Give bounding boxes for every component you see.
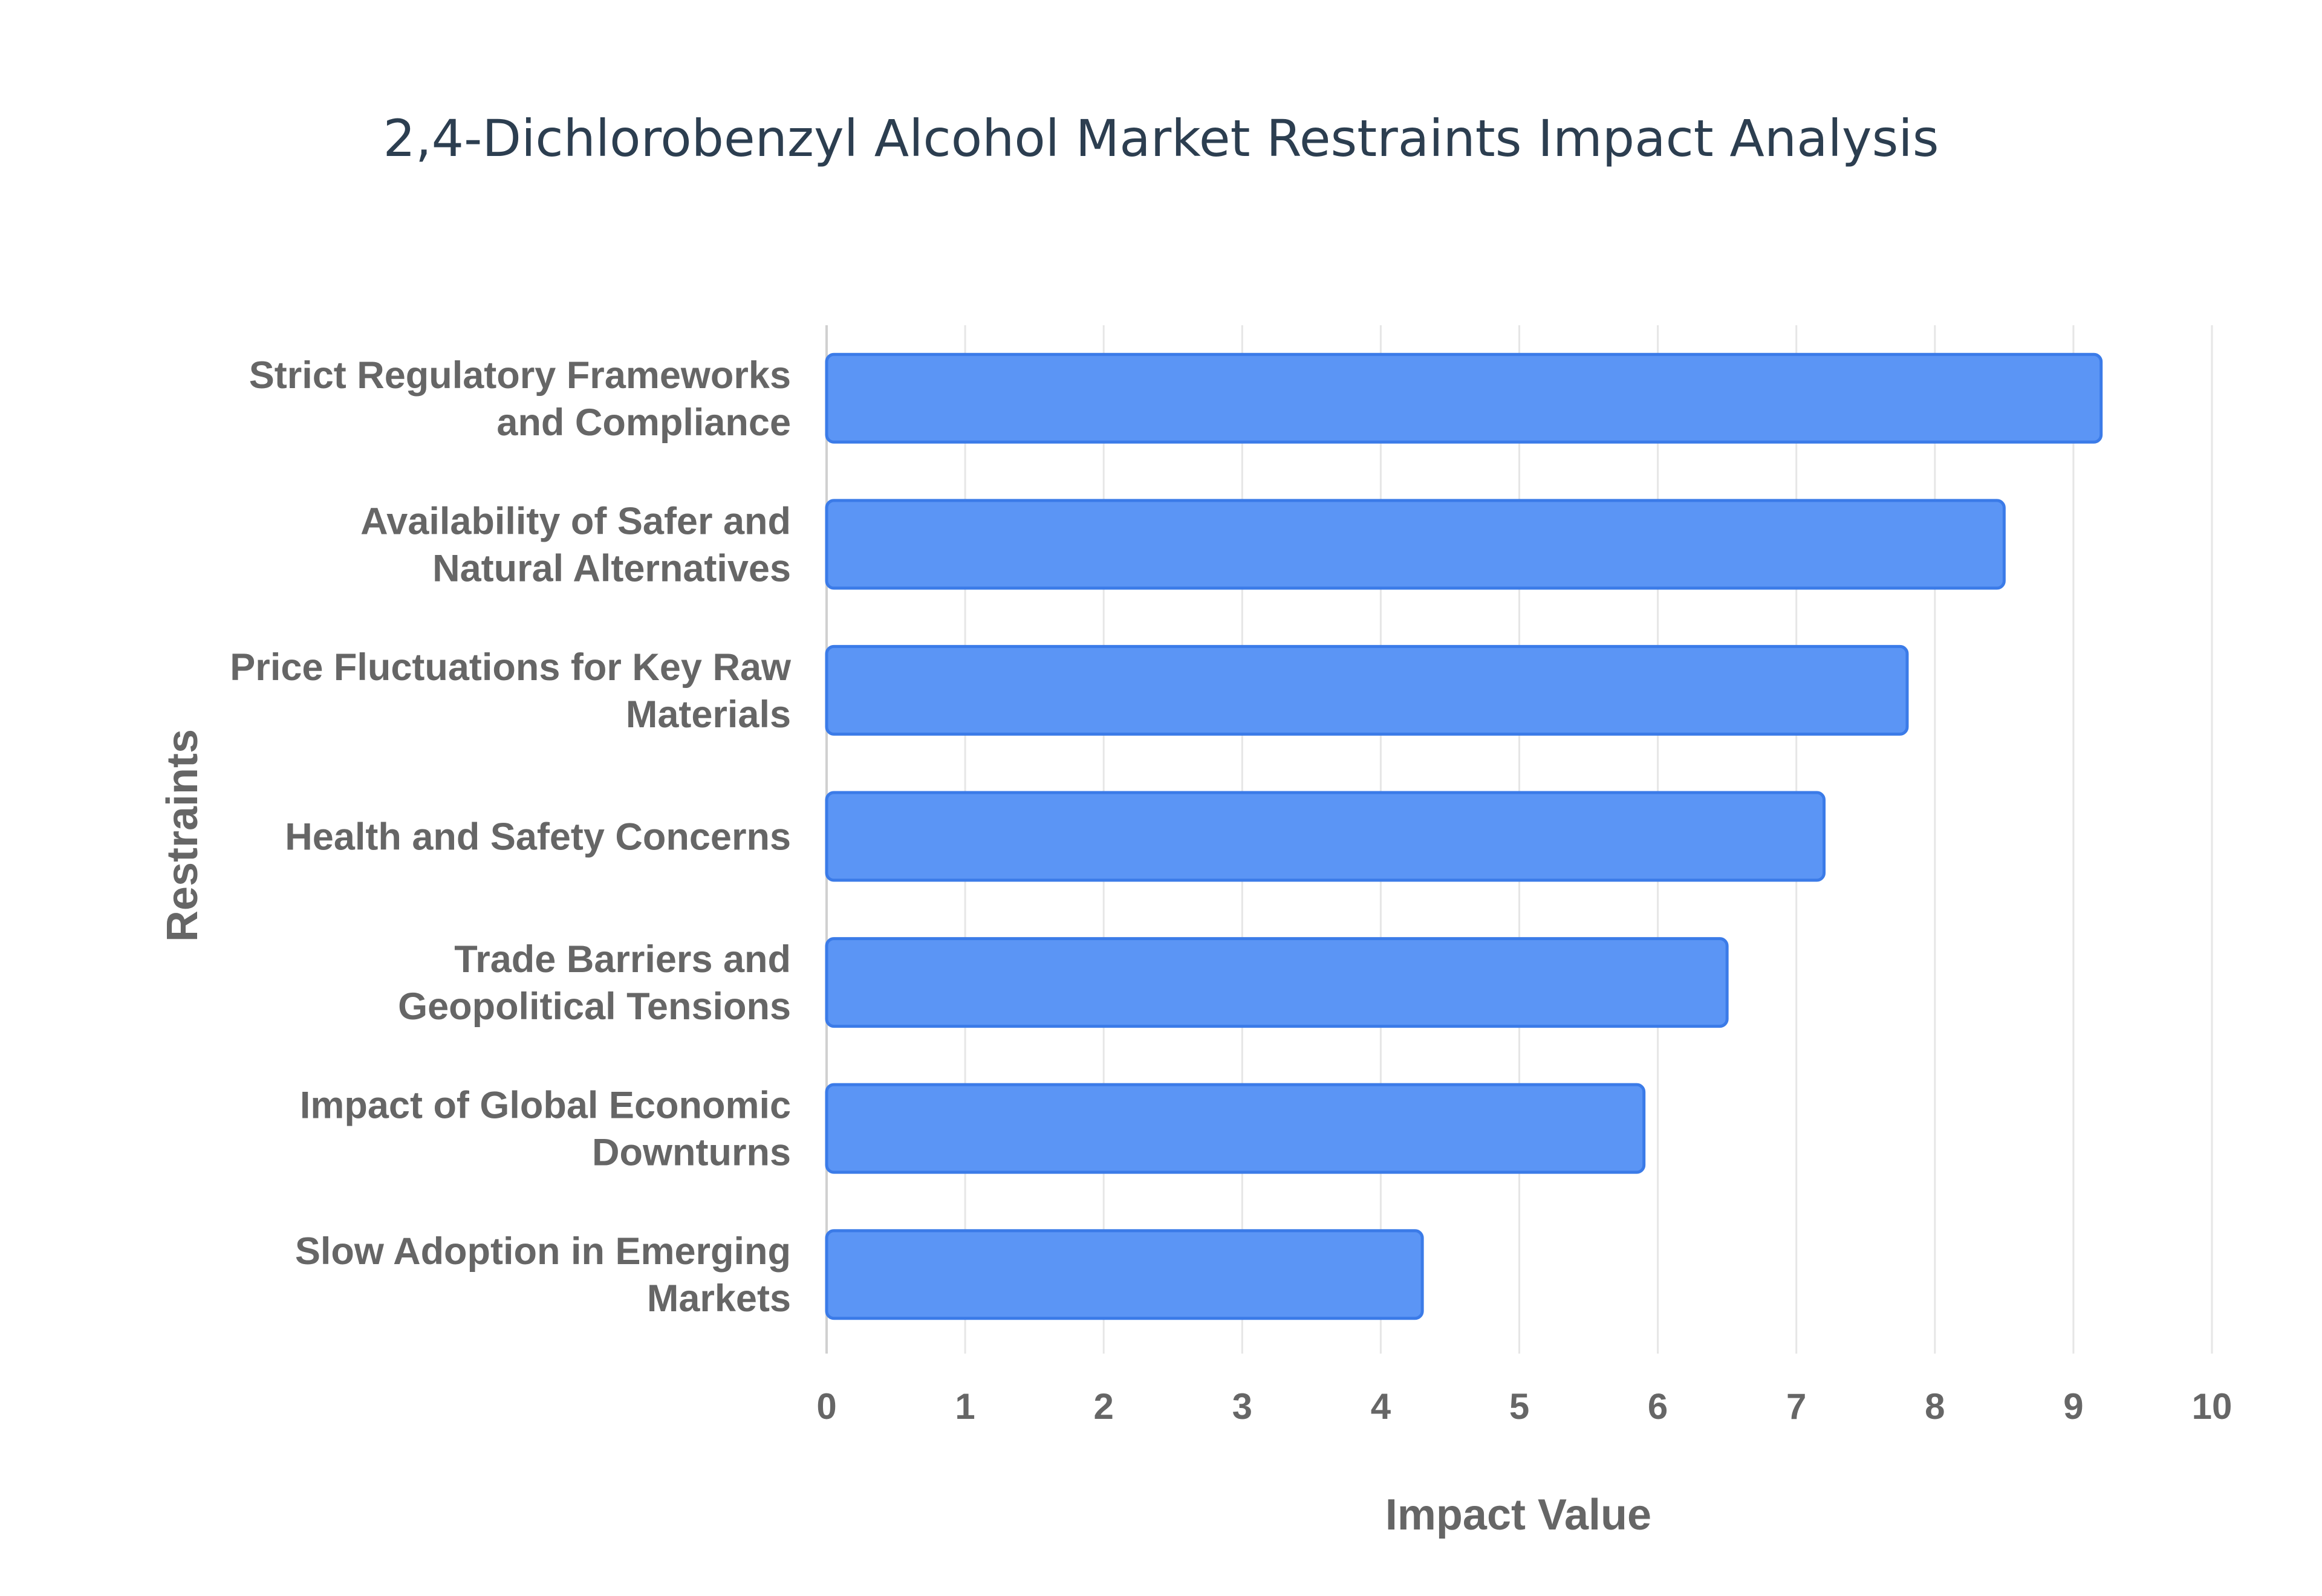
x-tick-label: 9 — [2063, 1386, 2083, 1427]
category-label: Trade Barriers and Geopolitical Tensions — [398, 938, 791, 1028]
x-tick-labels: 0 1 2 3 4 5 6 7 8 9 10 — [816, 1386, 2232, 1427]
bar — [825, 1083, 1646, 1174]
x-tick-label: 4 — [1371, 1386, 1391, 1427]
bars — [825, 352, 2103, 1320]
category-labels: Strict Regulatory Frameworks and Complian… — [230, 354, 792, 1320]
x-tick-label: 6 — [1648, 1386, 1668, 1427]
category-label: Strict Regulatory Frameworks and Complian… — [249, 354, 791, 444]
x-tick-label: 1 — [955, 1386, 975, 1427]
category-label: Availability of Safer and Natural Alterna… — [360, 500, 791, 589]
category-label: Price Fluctuations for Key Raw Materials — [230, 646, 792, 736]
x-tick-label: 7 — [1786, 1386, 1806, 1427]
category-label: Health and Safety Concerns — [285, 816, 791, 858]
y-axis-title: Restraints — [158, 729, 207, 942]
x-tick-label: 0 — [816, 1386, 836, 1427]
x-tick-label: 3 — [1232, 1386, 1252, 1427]
x-tick-label: 5 — [1509, 1386, 1529, 1427]
bar — [825, 791, 1826, 882]
x-axis-title: Impact Value — [1385, 1491, 1651, 1539]
bar — [825, 499, 2006, 590]
bar — [825, 1229, 1424, 1320]
x-tick-label: 10 — [2192, 1386, 2233, 1427]
bar — [825, 644, 1909, 736]
x-tick-label: 8 — [1925, 1386, 1945, 1427]
category-label: Slow Adoption in Emerging Markets — [295, 1230, 791, 1320]
bar — [825, 352, 2103, 444]
bar — [825, 937, 1729, 1028]
x-tick-label: 2 — [1094, 1386, 1114, 1427]
category-label: Impact of Global Economic Downturns — [300, 1085, 791, 1174]
chart-title: 2,4-Dichlorobenzyl Alcohol Market Restra… — [383, 109, 1939, 168]
